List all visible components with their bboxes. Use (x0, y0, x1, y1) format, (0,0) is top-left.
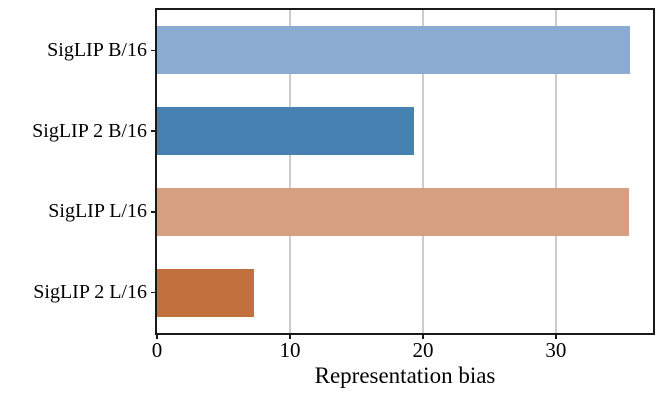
y-label-siglip-2-b-16: SigLIP 2 B/16 (32, 119, 147, 142)
gridline-x-20 (422, 10, 424, 333)
y-tick-mark (151, 130, 155, 132)
bar-siglip-2-b-16 (157, 107, 414, 156)
y-axis-labels: SigLIP B/16 SigLIP 2 B/16 SigLIP L/16 SigLI… (0, 10, 147, 333)
y-label-siglip-2-l-16: SigLIP 2 L/16 (33, 281, 147, 304)
gridline-x-10 (289, 10, 291, 333)
x-tick-label-30: 30 (545, 338, 567, 362)
x-tick-label-0: 0 (151, 338, 163, 362)
x-axis-title: Representation bias (314, 363, 496, 388)
y-tick-mark (151, 211, 155, 213)
y-label-siglip-b-16: SigLIP B/16 (47, 38, 147, 61)
y-label-siglip-l-16: SigLIP L/16 (48, 200, 147, 223)
plot-area (157, 10, 653, 333)
bar-siglip-2-l-16 (157, 268, 255, 317)
x-tick-label-10: 10 (279, 338, 301, 362)
x-tick-mark-30 (555, 335, 557, 339)
x-tick-mark-0 (156, 335, 158, 339)
x-tick-label-20: 20 (412, 338, 434, 362)
y-tick-mark (151, 291, 155, 294)
bar-siglip-l-16 (157, 187, 630, 236)
y-tick-mark (151, 49, 155, 52)
x-tick-mark-10 (289, 335, 291, 339)
bar-siglip-b-16 (157, 26, 631, 75)
gridline-x-30 (555, 10, 557, 333)
x-tick-mark-20 (422, 335, 424, 339)
